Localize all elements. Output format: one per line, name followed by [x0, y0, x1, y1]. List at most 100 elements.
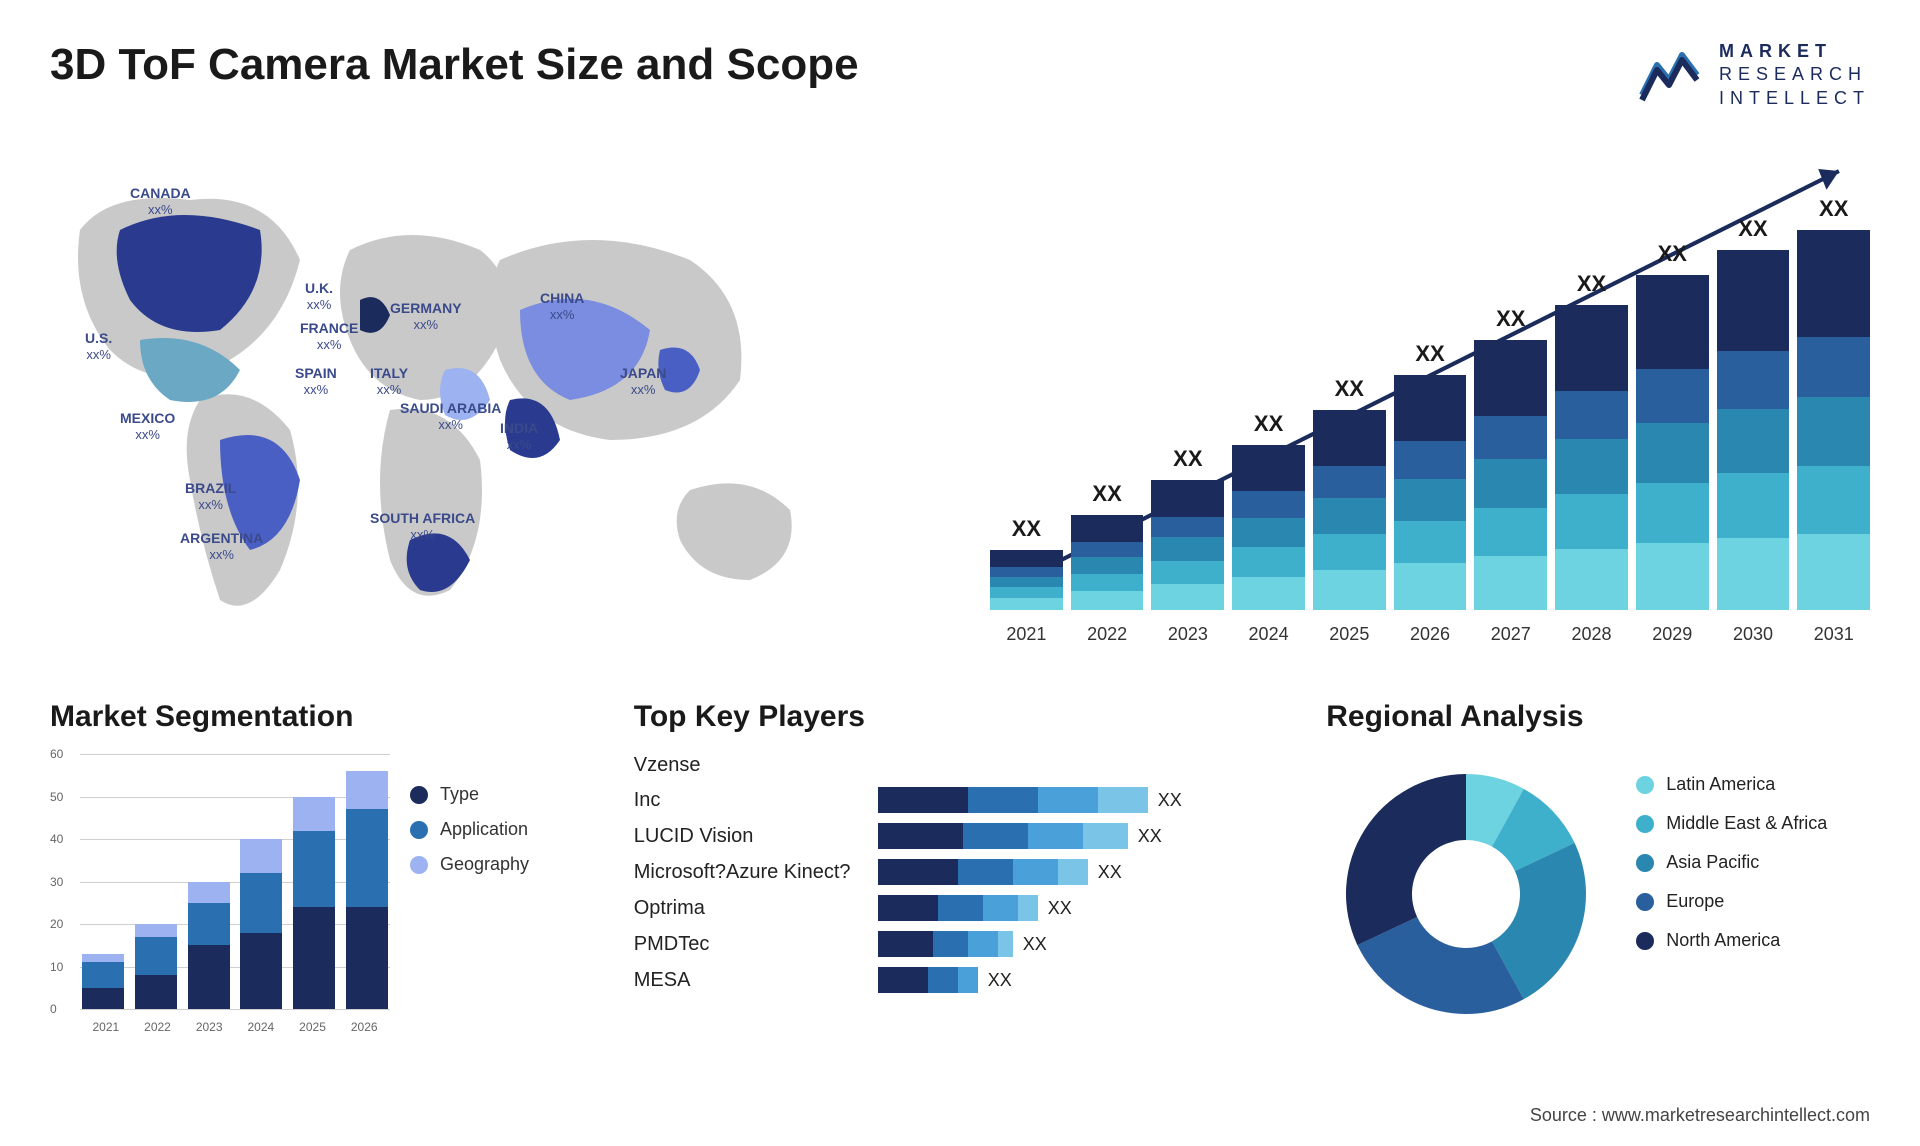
player-value: XX — [1138, 826, 1162, 847]
seg-xlabel: 2025 — [287, 1020, 339, 1034]
logo-line2: RESEARCH — [1719, 63, 1870, 86]
seg-ylabel: 30 — [50, 875, 63, 889]
seg-xlabel: 2022 — [132, 1020, 184, 1034]
legend-item: Middle East & Africa — [1636, 813, 1827, 834]
map-label: U.S.xx% — [85, 330, 112, 362]
growth-bar-label: XX — [1738, 216, 1767, 242]
growth-bar-label: XX — [1819, 196, 1848, 222]
logo-line1: MARKET — [1719, 40, 1870, 63]
seg-ylabel: 20 — [50, 917, 63, 931]
player-value: XX — [1048, 898, 1072, 919]
map-label: INDIAxx% — [500, 420, 538, 452]
players-title: Top Key Players — [634, 700, 1287, 734]
seg-bar — [135, 924, 177, 1009]
growth-xlabel: 2024 — [1232, 624, 1305, 645]
player-row: Microsoft?Azure Kinect?XX — [634, 859, 1287, 885]
legend-label: Middle East & Africa — [1666, 813, 1827, 834]
growth-bar: XX — [1151, 446, 1224, 610]
player-row: LUCID VisionXX — [634, 823, 1287, 849]
player-bar — [878, 823, 1128, 849]
growth-bar-label: XX — [1577, 271, 1606, 297]
legend-item: Application — [410, 819, 529, 840]
player-name: PMDTec — [634, 933, 864, 956]
seg-xlabel: 2021 — [80, 1020, 132, 1034]
seg-bar — [82, 954, 124, 1009]
seg-xlabel: 2024 — [235, 1020, 287, 1034]
map-label: BRAZILxx% — [185, 480, 236, 512]
player-name: Inc — [634, 789, 864, 812]
segmentation-chart: 0102030405060 202120222023202420252026 — [50, 754, 390, 1034]
growth-bar: XX — [990, 516, 1063, 610]
map-label: CHINAxx% — [540, 290, 584, 322]
legend-label: Application — [440, 819, 528, 840]
player-row: PMDTec XX — [634, 931, 1287, 957]
seg-bar — [188, 882, 230, 1010]
players-panel: Top Key Players VzenseIncXXLUCID VisionX… — [634, 700, 1287, 1034]
legend-label: Type — [440, 784, 479, 805]
player-row: Inc XX — [634, 787, 1287, 813]
growth-bar: XX — [1474, 306, 1547, 610]
donut-slice — [1346, 774, 1466, 945]
legend-swatch-icon — [410, 821, 428, 839]
legend-item: Latin America — [1636, 774, 1827, 795]
map-label: CANADAxx% — [130, 185, 191, 217]
brand-logo: MARKET RESEARCH INTELLECT — [1637, 40, 1870, 110]
legend-swatch-icon — [410, 856, 428, 874]
seg-ylabel: 50 — [50, 790, 63, 804]
player-row: Optrima XX — [634, 895, 1287, 921]
player-bar — [878, 787, 1148, 813]
world-map-panel: CANADAxx%U.S.xx%MEXICOxx%BRAZILxx%ARGENT… — [50, 140, 930, 660]
growth-bar: XX — [1394, 341, 1467, 610]
player-value: XX — [1158, 790, 1182, 811]
player-name: Vzense — [634, 754, 864, 777]
player-value: XX — [1023, 934, 1047, 955]
legend-item: Europe — [1636, 891, 1827, 912]
page-title: 3D ToF Camera Market Size and Scope — [50, 40, 859, 90]
legend-swatch-icon — [1636, 776, 1654, 794]
growth-bar-label: XX — [1254, 411, 1283, 437]
growth-xlabel: 2028 — [1555, 624, 1628, 645]
seg-ylabel: 10 — [50, 960, 63, 974]
growth-chart: XXXXXXXXXXXXXXXXXXXXXX 20212022202320242… — [990, 140, 1870, 660]
source-label: Source : www.marketresearchintellect.com — [1530, 1105, 1870, 1126]
seg-xlabel: 2026 — [338, 1020, 390, 1034]
segmentation-panel: Market Segmentation 0102030405060 202120… — [50, 700, 594, 1034]
logo-line3: INTELLECT — [1719, 87, 1870, 110]
players-list: VzenseIncXXLUCID VisionXXMicrosoft?Azure… — [634, 754, 1287, 993]
growth-bar: XX — [1232, 411, 1305, 610]
player-row: MESAXX — [634, 967, 1287, 993]
growth-bar: XX — [1797, 196, 1870, 610]
legend-item: Geography — [410, 854, 529, 875]
legend-label: Europe — [1666, 891, 1724, 912]
player-name: Optrima — [634, 897, 864, 920]
legend-swatch-icon — [410, 786, 428, 804]
segmentation-legend: Type Application Geography — [410, 754, 529, 1034]
player-bar — [878, 859, 1088, 885]
player-bar — [878, 931, 1013, 957]
map-label: U.K.xx% — [305, 280, 333, 312]
growth-bar: XX — [1555, 271, 1628, 610]
growth-bar: XX — [1071, 481, 1144, 610]
growth-xlabel: 2022 — [1071, 624, 1144, 645]
growth-bar-label: XX — [1496, 306, 1525, 332]
growth-xlabel: 2026 — [1394, 624, 1467, 645]
seg-ylabel: 40 — [50, 832, 63, 846]
regional-legend: Latin America Middle East & Africa Asia Pa… — [1636, 754, 1827, 951]
map-label: JAPANxx% — [620, 365, 666, 397]
regional-donut — [1326, 754, 1606, 1034]
segmentation-title: Market Segmentation — [50, 700, 594, 734]
legend-item: North America — [1636, 930, 1827, 951]
map-label: FRANCExx% — [300, 320, 358, 352]
legend-label: Asia Pacific — [1666, 852, 1759, 873]
growth-bar-label: XX — [1092, 481, 1121, 507]
seg-bar — [240, 839, 282, 1009]
seg-ylabel: 0 — [50, 1002, 57, 1016]
regional-panel: Regional Analysis Latin AmericaMiddle Ea… — [1326, 700, 1870, 1034]
growth-xlabel: 2025 — [1313, 624, 1386, 645]
growth-xlabel: 2031 — [1797, 624, 1870, 645]
map-label: ITALYxx% — [370, 365, 408, 397]
player-value: XX — [1098, 862, 1122, 883]
logo-mark-icon — [1637, 45, 1707, 105]
growth-bar-label: XX — [1658, 241, 1687, 267]
growth-bar-label: XX — [1335, 376, 1364, 402]
